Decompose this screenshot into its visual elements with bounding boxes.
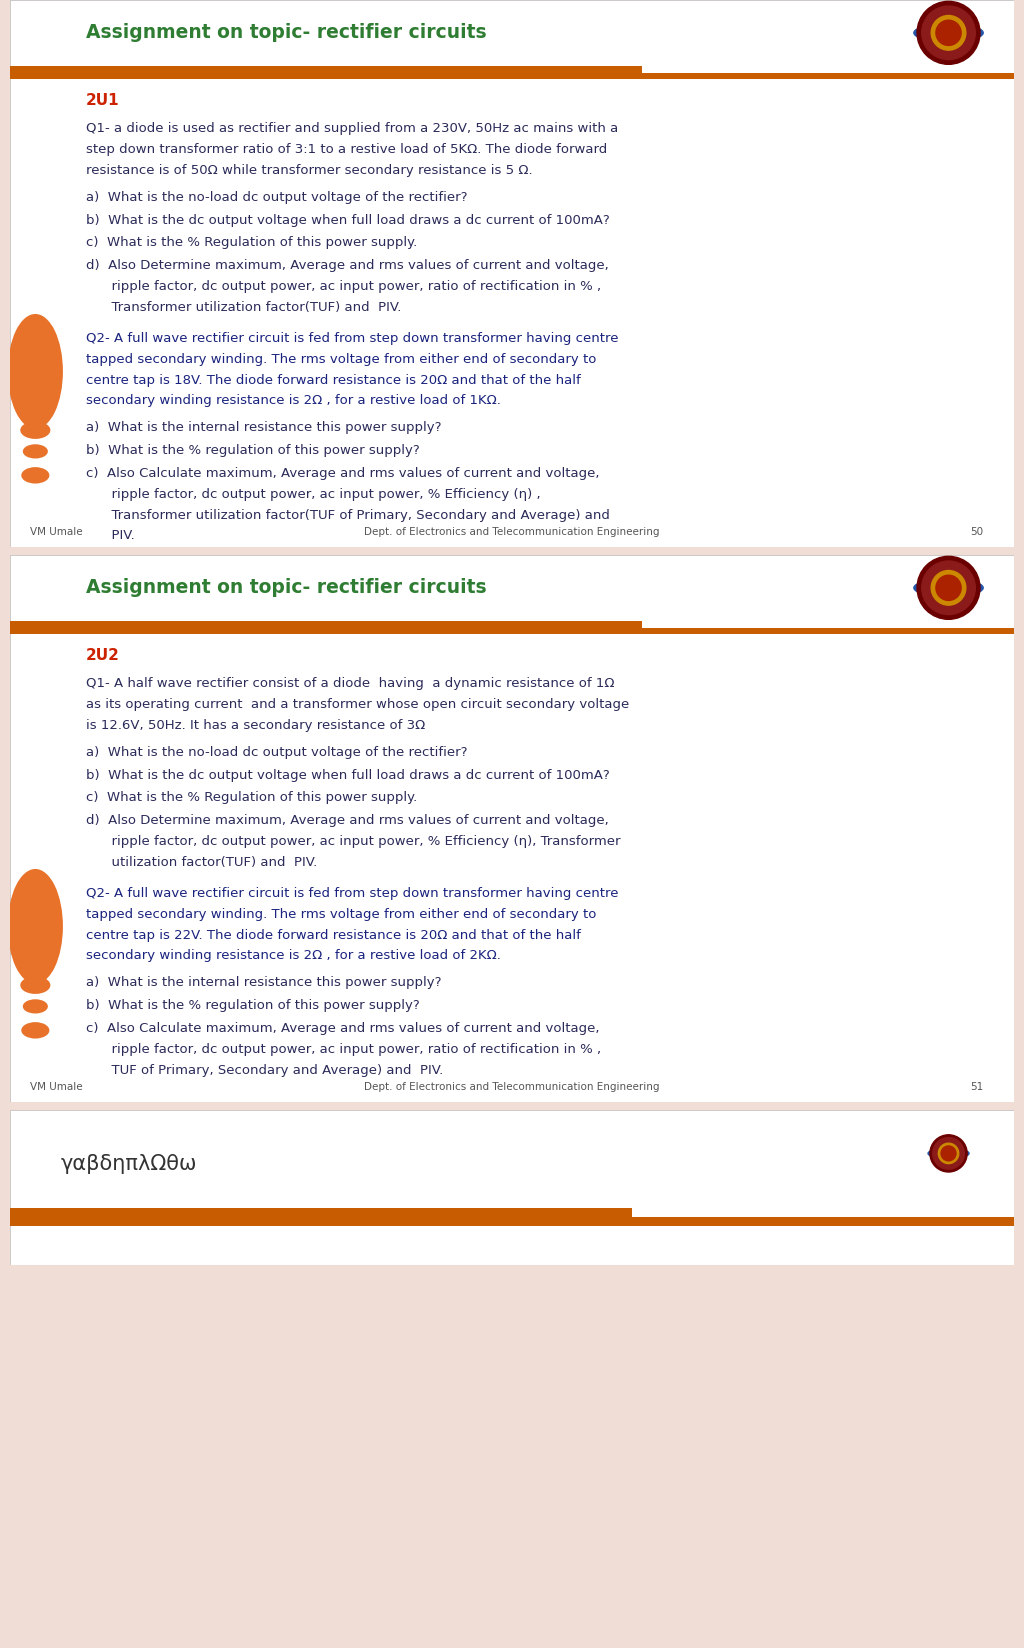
Ellipse shape [913,28,939,38]
Text: Assignment on topic- rectifier circuits: Assignment on topic- rectifier circuits [85,578,486,597]
Text: secondary winding resistance is 2Ω , for a restive load of 2KΩ.: secondary winding resistance is 2Ω , for… [85,949,501,962]
Text: b)  What is the dc output voltage when full load draws a dc current of 100mA?: b) What is the dc output voltage when fu… [85,214,609,226]
Text: d)  Also Determine maximum, Average and rms values of current and voltage,: d) Also Determine maximum, Average and r… [85,259,608,272]
Text: TUF of Primary, Secondary and Average) and  PIV.: TUF of Primary, Secondary and Average) a… [85,1063,442,1076]
Circle shape [930,1135,967,1172]
Text: centre tap is 22V. The diode forward resistance is 20Ω and that of the half: centre tap is 22V. The diode forward res… [85,928,581,941]
Circle shape [918,557,980,620]
Ellipse shape [913,582,939,593]
Text: is 12.6V, 50Hz. It has a secondary resistance of 3Ω: is 12.6V, 50Hz. It has a secondary resis… [85,719,425,732]
Bar [642,73,1014,79]
Circle shape [922,560,975,615]
Text: c)  What is the % Regulation of this power supply.: c) What is the % Regulation of this powe… [85,236,417,249]
Ellipse shape [8,868,62,984]
Text: resistance is of 50Ω while transformer secondary resistance is 5 Ω.: resistance is of 50Ω while transformer s… [85,163,532,176]
Bar [642,628,1014,634]
Text: tapped secondary winding. The rms voltage from either end of secondary to: tapped secondary winding. The rms voltag… [85,908,596,921]
Circle shape [941,1145,956,1160]
Text: Assignment on topic- rectifier circuits: Assignment on topic- rectifier circuits [85,23,486,43]
Circle shape [936,575,962,600]
Circle shape [933,1137,965,1168]
Text: b)  What is the % regulation of this power supply?: b) What is the % regulation of this powe… [85,999,419,1012]
Text: ripple factor, dc output power, ac input power, ratio of rectification in % ,: ripple factor, dc output power, ac input… [85,1043,601,1056]
Text: a)  What is the no-load dc output voltage of the rectifier?: a) What is the no-load dc output voltage… [85,191,467,204]
Text: b)  What is the dc output voltage when full load draws a dc current of 100mA?: b) What is the dc output voltage when fu… [85,768,609,781]
Ellipse shape [958,582,983,593]
Text: Q2- A full wave rectifier circuit is fed from step down transformer having centr: Q2- A full wave rectifier circuit is fed… [85,331,618,344]
Text: Transformer utilization factor(TUF) and  PIV.: Transformer utilization factor(TUF) and … [85,302,400,313]
Ellipse shape [928,1150,943,1157]
Ellipse shape [954,1150,969,1157]
Bar [633,1218,1014,1226]
Text: centre tap is 18V. The diode forward resistance is 20Ω and that of the half: centre tap is 18V. The diode forward res… [85,374,581,387]
Text: step down transformer ratio of 3:1 to a restive load of 5KΩ. The diode forward: step down transformer ratio of 3:1 to a … [85,143,607,157]
Text: ripple factor, dc output power, ac input power, % Efficiency (η) ,: ripple factor, dc output power, ac input… [85,488,540,501]
Bar [10,1208,633,1226]
Text: b)  What is the % regulation of this power supply?: b) What is the % regulation of this powe… [85,445,419,456]
Ellipse shape [958,28,983,38]
Circle shape [922,7,975,59]
Text: Dept. of Electronics and Telecommunication Engineering: Dept. of Electronics and Telecommunicati… [365,527,659,537]
Ellipse shape [8,315,62,428]
Text: Q2- A full wave rectifier circuit is fed from step down transformer having centr: Q2- A full wave rectifier circuit is fed… [85,887,618,900]
Circle shape [936,20,962,46]
Text: c)  What is the % Regulation of this power supply.: c) What is the % Regulation of this powe… [85,791,417,804]
Text: ripple factor, dc output power, ac input power, ratio of rectification in % ,: ripple factor, dc output power, ac input… [85,280,601,293]
Text: a)  What is the internal resistance this power supply?: a) What is the internal resistance this … [85,422,441,435]
Text: secondary winding resistance is 2Ω , for a restive load of 1KΩ.: secondary winding resistance is 2Ω , for… [85,394,501,407]
Text: utilization factor(TUF) and  PIV.: utilization factor(TUF) and PIV. [85,855,316,868]
Ellipse shape [23,445,48,458]
Text: 2U1: 2U1 [85,92,119,109]
Text: PIV.: PIV. [85,529,134,542]
Text: 51: 51 [971,1083,984,1093]
Ellipse shape [23,999,48,1014]
Circle shape [931,570,966,605]
Text: d)  Also Determine maximum, Average and rms values of current and voltage,: d) Also Determine maximum, Average and r… [85,814,608,827]
Text: Dept. of Electronics and Telecommunication Engineering: Dept. of Electronics and Telecommunicati… [365,1083,659,1093]
Circle shape [938,1144,958,1163]
Ellipse shape [20,976,50,994]
Text: c)  Also Calculate maximum, Average and rms values of current and voltage,: c) Also Calculate maximum, Average and r… [85,466,599,480]
Text: as its operating current  and a transformer whose open circuit secondary voltage: as its operating current and a transform… [85,697,629,710]
Text: Q1- a diode is used as rectifier and supplied from a 230V, 50Hz ac mains with a: Q1- a diode is used as rectifier and sup… [85,122,617,135]
Text: c)  Also Calculate maximum, Average and rms values of current and voltage,: c) Also Calculate maximum, Average and r… [85,1022,599,1035]
Text: ripple factor, dc output power, ac input power, % Efficiency (η), Transformer: ripple factor, dc output power, ac input… [85,836,620,849]
Text: VM Umale: VM Umale [31,1083,83,1093]
Ellipse shape [22,1022,49,1038]
Text: γαβδηπλΩθω: γαβδηπλΩθω [60,1154,197,1175]
Text: Q1- A half wave rectifier consist of a diode  having  a dynamic resistance of 1Ω: Q1- A half wave rectifier consist of a d… [85,677,614,691]
Text: a)  What is the internal resistance this power supply?: a) What is the internal resistance this … [85,976,441,989]
Text: 50: 50 [971,527,984,537]
Bar [10,66,642,79]
Circle shape [918,2,980,64]
Text: 2U2: 2U2 [85,648,120,662]
Ellipse shape [22,466,49,483]
Text: tapped secondary winding. The rms voltage from either end of secondary to: tapped secondary winding. The rms voltag… [85,353,596,366]
Circle shape [931,15,966,49]
Ellipse shape [20,422,50,438]
Text: Transformer utilization factor(TUF of Primary, Secondary and Average) and: Transformer utilization factor(TUF of Pr… [85,509,609,522]
Bar [10,621,642,634]
Text: VM Umale: VM Umale [31,527,83,537]
Text: a)  What is the no-load dc output voltage of the rectifier?: a) What is the no-load dc output voltage… [85,745,467,758]
